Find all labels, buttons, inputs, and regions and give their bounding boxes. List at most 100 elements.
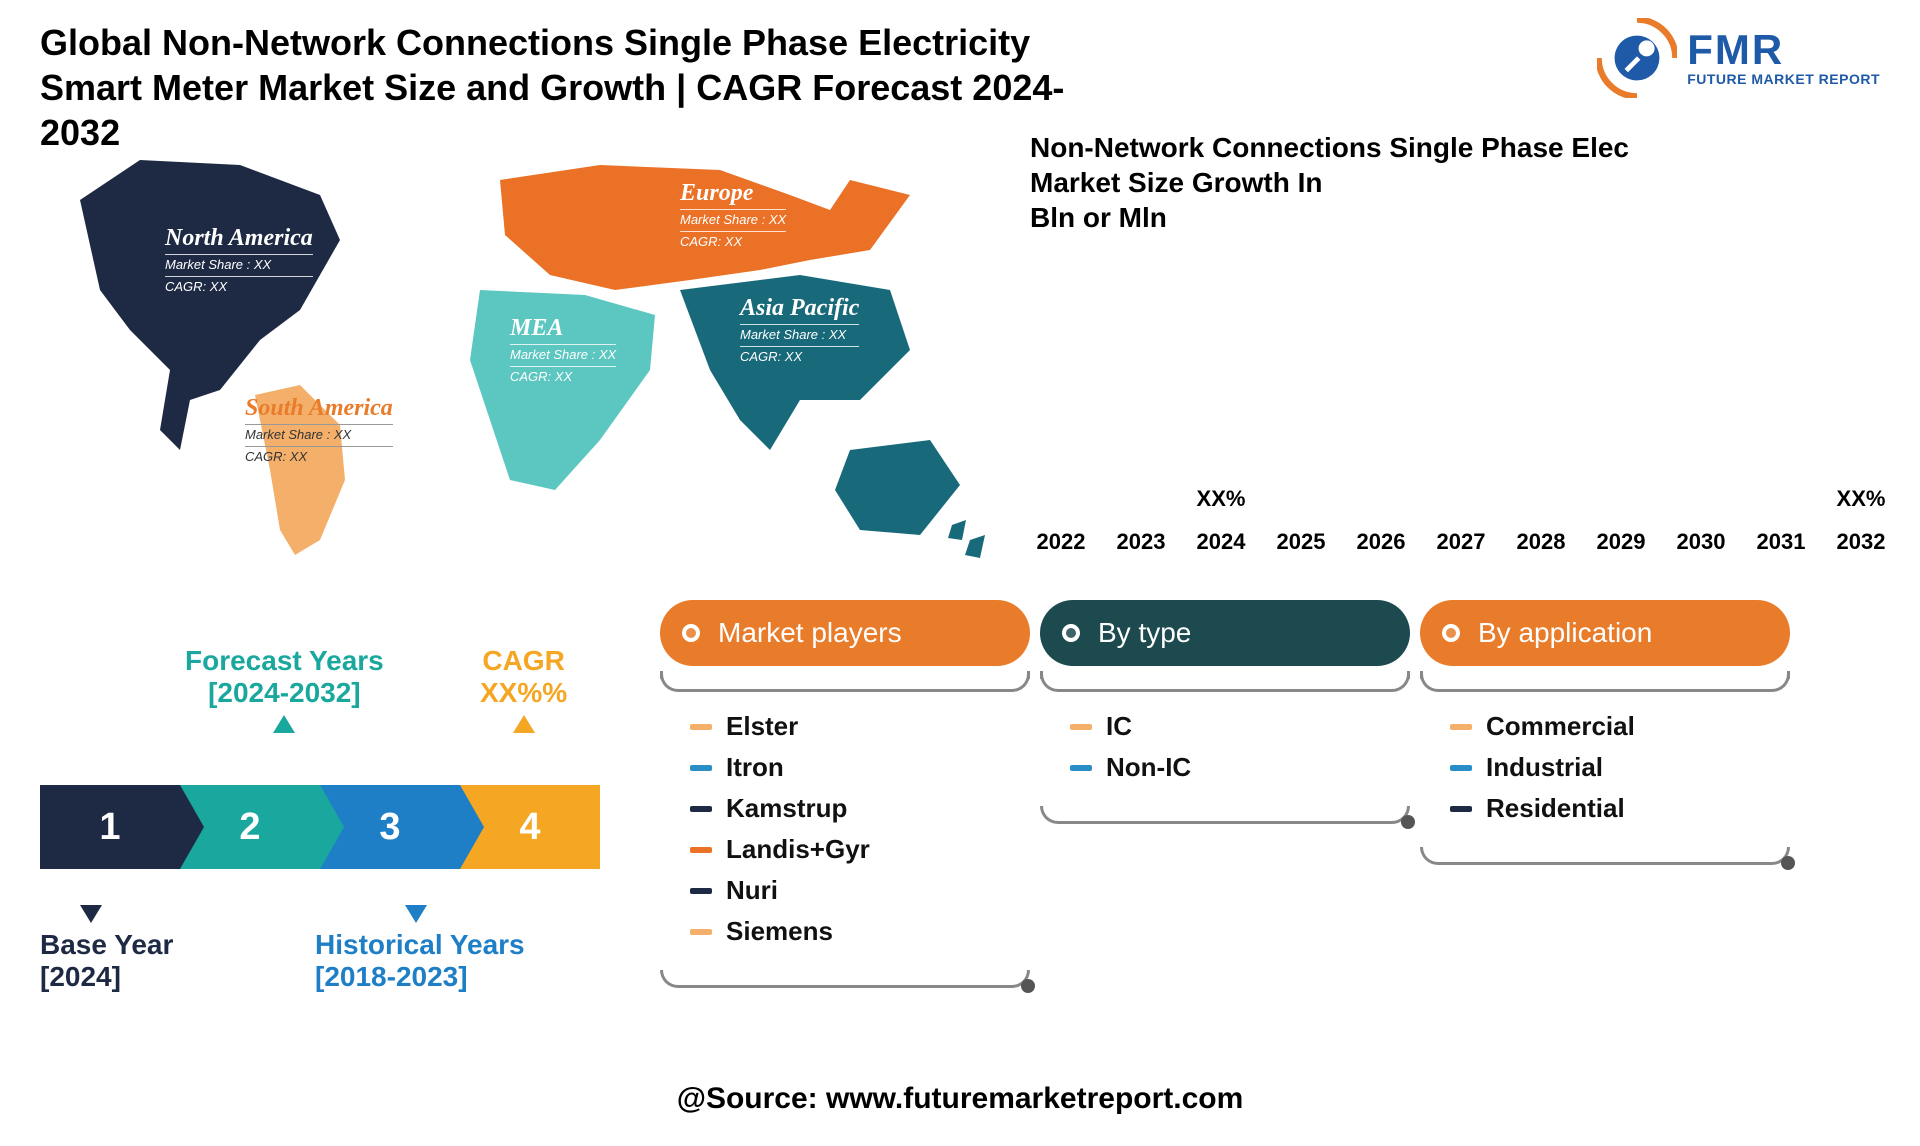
- logo-icon: [1597, 18, 1677, 98]
- pill-dot-icon: [1062, 624, 1080, 642]
- brand-logo: FMR FUTURE MARKET REPORT: [1597, 18, 1880, 98]
- bar-x-label: 2025: [1270, 529, 1332, 555]
- bar-x-label: 2032: [1830, 529, 1892, 555]
- region-ap-cagr: CAGR: XX: [740, 346, 859, 364]
- list-item: Elster: [690, 706, 1030, 747]
- list-item-label: Nuri: [726, 875, 778, 906]
- region-eu-share: Market Share : XX: [680, 209, 786, 227]
- logo-text: FMR: [1687, 29, 1880, 71]
- growth-bar-chart: Non-Network Connections Single Phase Ele…: [1030, 130, 1910, 560]
- region-eu-cagr: CAGR: XX: [680, 231, 786, 249]
- region-mea-cagr: CAGR: XX: [510, 366, 616, 384]
- marker-icon: [690, 806, 712, 812]
- list-item-label: Commercial: [1486, 711, 1635, 742]
- by-type-pill: By type: [1040, 600, 1410, 666]
- bracket-icon: [1420, 847, 1790, 865]
- by-application-pill: By application: [1420, 600, 1790, 666]
- region-na-name: North America: [165, 225, 313, 251]
- bracket-icon: [660, 674, 1030, 692]
- list-item: Nuri: [690, 870, 1030, 911]
- bracket-icon: [1040, 806, 1410, 824]
- bar-x-label: 2026: [1350, 529, 1412, 555]
- market-players-pill: Market players: [660, 600, 1030, 666]
- world-map: North America Market Share : XX CAGR: XX…: [40, 140, 1000, 560]
- list-item-label: Kamstrup: [726, 793, 847, 824]
- region-na-cagr: CAGR: XX: [165, 276, 313, 294]
- bar-x-label: 2027: [1430, 529, 1492, 555]
- cagr-label: CAGR XX%%: [480, 645, 567, 733]
- timeline-segment-number: 2: [239, 806, 260, 849]
- by-type-column: By type IC Non-IC: [1040, 600, 1410, 824]
- bar-x-label: 2028: [1510, 529, 1572, 555]
- region-sa-share: Market Share : XX: [245, 424, 393, 442]
- list-item-label: Residential: [1486, 793, 1625, 824]
- marker-icon: [690, 847, 712, 853]
- marker-icon: [1450, 806, 1472, 812]
- list-item: Commercial: [1450, 706, 1790, 747]
- region-eu-name: Europe: [680, 180, 786, 206]
- bracket-icon: [1420, 674, 1790, 692]
- arrow-down-icon: [80, 905, 102, 923]
- list-item-label: Itron: [726, 752, 784, 783]
- region-mea-share: Market Share : XX: [510, 344, 616, 362]
- marker-icon: [690, 929, 712, 935]
- marker-icon: [1450, 765, 1472, 771]
- region-ap-share: Market Share : XX: [740, 324, 859, 342]
- by-application-title: By application: [1478, 617, 1652, 649]
- bar-x-label: 2031: [1750, 529, 1812, 555]
- marker-icon: [1070, 765, 1092, 771]
- arrow-up-icon: [513, 715, 535, 733]
- list-item-label: Industrial: [1486, 752, 1603, 783]
- marker-icon: [690, 724, 712, 730]
- pill-dot-icon: [1442, 624, 1460, 642]
- bar-label: XX%: [1837, 486, 1886, 512]
- pill-dot-icon: [682, 624, 700, 642]
- list-item-label: Non-IC: [1106, 752, 1191, 783]
- list-item: Landis+Gyr: [690, 829, 1030, 870]
- by-application-column: By application Commercial Industrial Resid…: [1420, 600, 1790, 865]
- list-item: IC: [1070, 706, 1410, 747]
- bar-x-label: 2024: [1190, 529, 1252, 555]
- arrow-down-icon: [405, 905, 427, 923]
- marker-icon: [690, 888, 712, 894]
- bar-x-label: 2029: [1590, 529, 1652, 555]
- timeline-infographic: Forecast Years [2024-2032] CAGR XX%% 1 2 3…: [40, 620, 620, 1000]
- timeline-segment-number: 1: [99, 806, 120, 849]
- list-item-label: Landis+Gyr: [726, 834, 870, 865]
- marker-icon: [1070, 724, 1092, 730]
- region-sa-name: South America: [245, 395, 393, 421]
- timeline-segment-number: 3: [379, 806, 400, 849]
- bracket-icon: [1040, 674, 1410, 692]
- region-na-share: Market Share : XX: [165, 254, 313, 272]
- bar-x-label: 2023: [1110, 529, 1172, 555]
- region-sa-cagr: CAGR: XX: [245, 446, 393, 464]
- list-item: Kamstrup: [690, 788, 1030, 829]
- list-item: Industrial: [1450, 747, 1790, 788]
- bar-x-label: 2030: [1670, 529, 1732, 555]
- timeline-segment-number: 4: [519, 806, 540, 849]
- source-attribution: @Source: www.futuremarketreport.com: [0, 1082, 1920, 1116]
- bar-x-label: 2022: [1030, 529, 1092, 555]
- bar-label: XX%: [1197, 486, 1246, 512]
- list-item: Residential: [1450, 788, 1790, 829]
- market-players-column: Market players Elster Itron Kamstrup Landis…: [660, 600, 1030, 988]
- arrow-up-icon: [273, 715, 295, 733]
- logo-subtext: FUTURE MARKET REPORT: [1687, 71, 1880, 87]
- timeline-segment: 1: [40, 785, 180, 869]
- list-item-label: Siemens: [726, 916, 833, 947]
- forecast-label: Forecast Years [2024-2032]: [185, 645, 384, 733]
- by-type-title: By type: [1098, 617, 1191, 649]
- page-title: Global Non-Network Connections Single Ph…: [40, 20, 1140, 155]
- region-ap-name: Asia Pacific: [740, 295, 859, 321]
- list-item-label: Elster: [726, 711, 798, 742]
- region-mea-name: MEA: [510, 315, 616, 341]
- list-item: Siemens: [690, 911, 1030, 952]
- timeline-bar: 1 2 3 4: [40, 785, 600, 869]
- historical-label: Historical Years [2018-2023]: [315, 905, 525, 993]
- list-item-label: IC: [1106, 711, 1132, 742]
- marker-icon: [1450, 724, 1472, 730]
- bracket-icon: [660, 970, 1030, 988]
- market-players-title: Market players: [718, 617, 902, 649]
- list-item: Itron: [690, 747, 1030, 788]
- marker-icon: [690, 765, 712, 771]
